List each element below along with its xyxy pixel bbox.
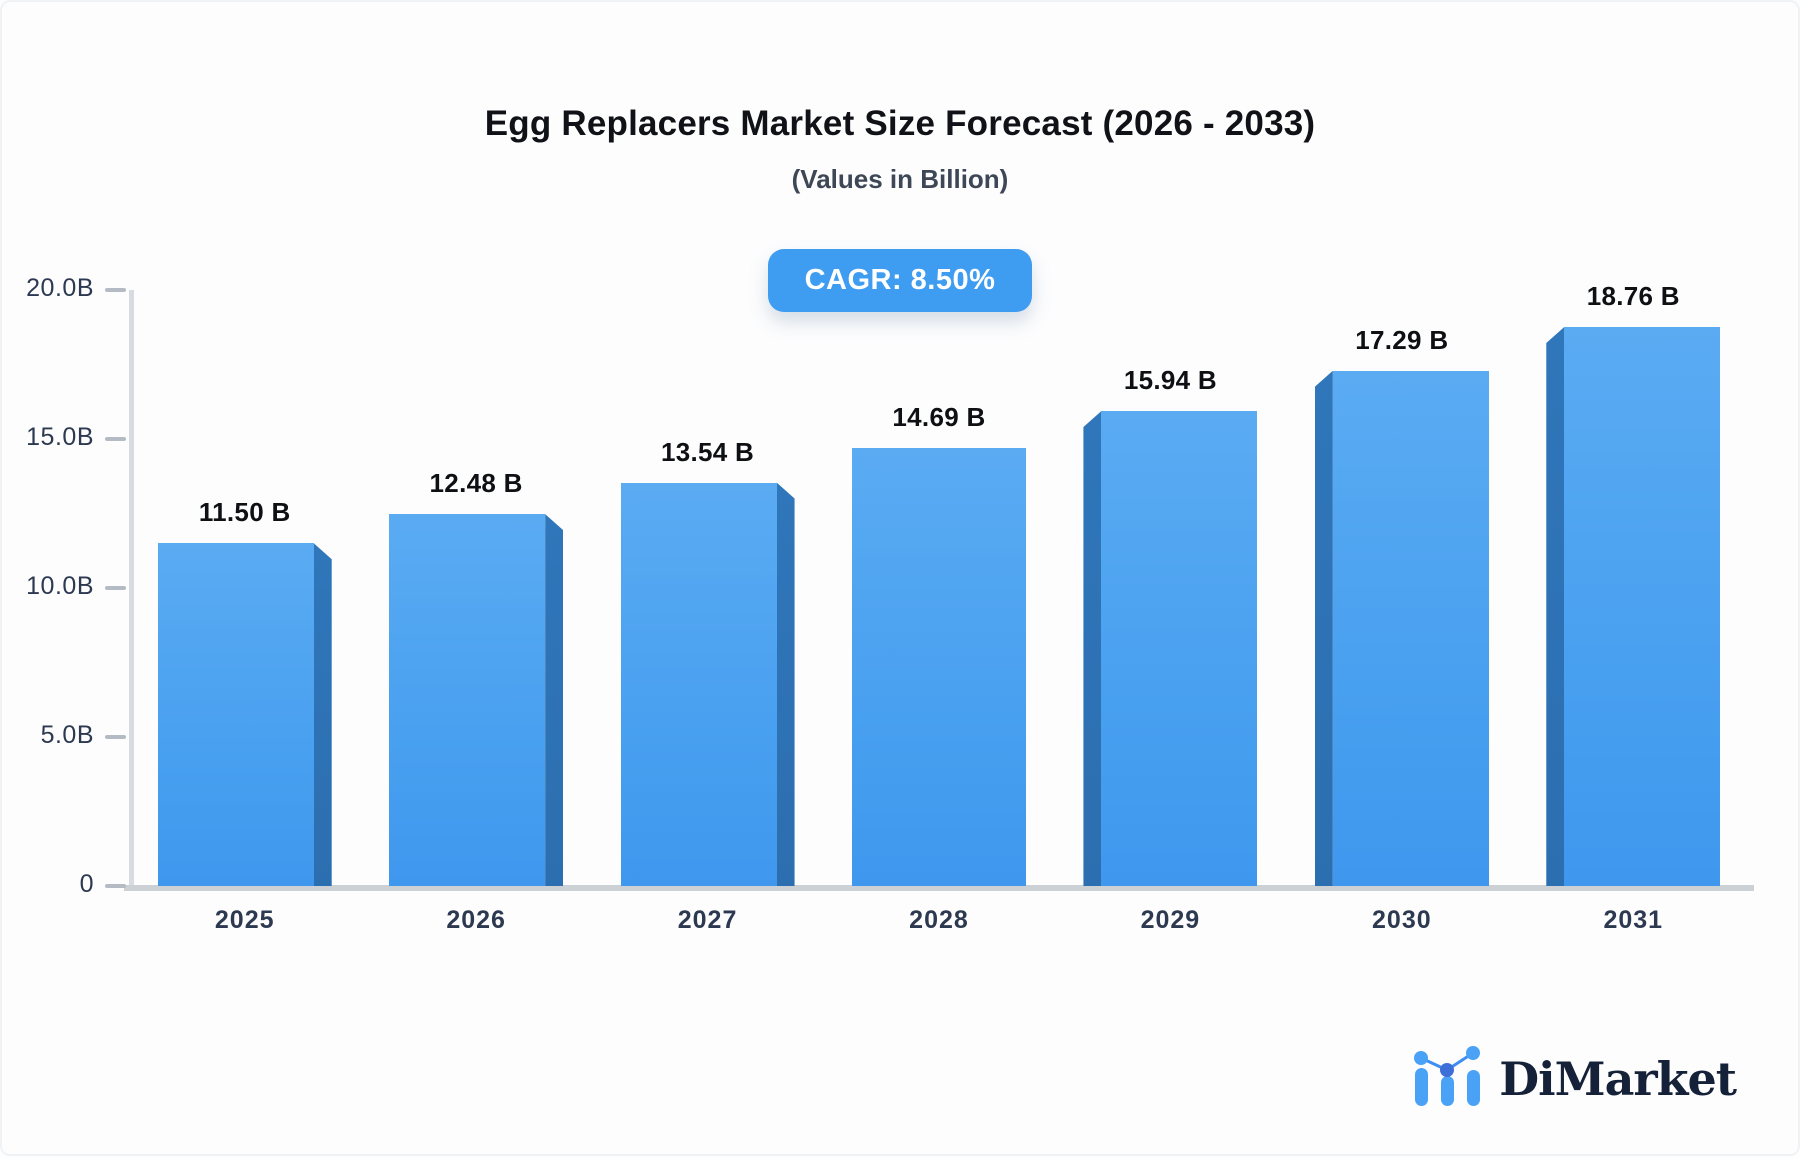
bar-face [1332,370,1489,886]
bar-value-label: 14.69 B [892,402,986,433]
bar-side-shadow [776,482,795,886]
bar-value-label: 13.54 B [660,436,755,467]
y-axis-line [129,290,134,891]
bar-value-label: 11.50 B [198,497,291,528]
y-axis-tick-mark [105,437,126,441]
logo-text: DiMarket [1499,1052,1737,1106]
chart-title: Egg Replacers Market Size Forecast (2026… [484,104,1316,143]
y-axis-tick-mark [105,586,126,590]
bar-value-label: 15.94 B [1123,364,1217,395]
bar-value-label: 12.48 B [429,468,523,499]
y-axis-tick-label: 5.0B [40,721,94,749]
chart-header: Egg Replacers Market Size Forecast (2026… [2,2,1798,312]
x-axis-label: 2025 [214,906,275,934]
bar-face [389,514,546,886]
x-axis-label: 2027 [677,906,738,934]
x-axis-label: 2030 [1372,906,1432,934]
bar-face [620,482,777,886]
bar-side-shadow [1314,370,1333,886]
bar [389,514,564,886]
bar-face [852,448,1026,886]
bar [852,448,1026,886]
x-axis-label: 2029 [1140,906,1201,934]
y-axis-tick-mark [105,884,126,888]
x-axis-label: 2031 [1603,906,1664,934]
bar-side-shadow [545,514,564,886]
x-axis-line [124,885,1754,891]
bar-value-label: 18.76 B [1586,280,1680,311]
dimarket-logo: DiMarket [1411,1046,1737,1112]
y-axis-tick-mark [105,288,126,292]
y-axis-tick-label: 15.0B [26,423,94,451]
bar-side-shadow [1083,410,1102,886]
bar-chart-logo-icon [1414,1046,1481,1106]
chart-subtitle: (Values in Billion) [791,164,1009,194]
bar-face [1564,326,1721,886]
cagr-badge: CAGR: 8.50% [767,249,1033,312]
bar-face [1101,410,1258,886]
x-axis-label: 2028 [909,906,969,934]
y-axis-tick-label: 0 [79,870,94,898]
y-axis-tick-label: 20.0B [26,274,94,302]
bar [157,543,332,886]
bar-value-label: 17.29 B [1355,324,1449,355]
y-axis-tick-label: 10.0B [26,572,94,600]
y-axis-tick-mark [105,735,126,739]
bar-face [157,543,314,886]
bar [620,482,795,886]
bar-side-shadow [1546,326,1565,886]
x-axis-label: 2026 [446,906,506,934]
bar [1314,370,1489,886]
bar-side-shadow [313,543,332,886]
bar [1546,326,1721,886]
bar [1083,410,1258,886]
